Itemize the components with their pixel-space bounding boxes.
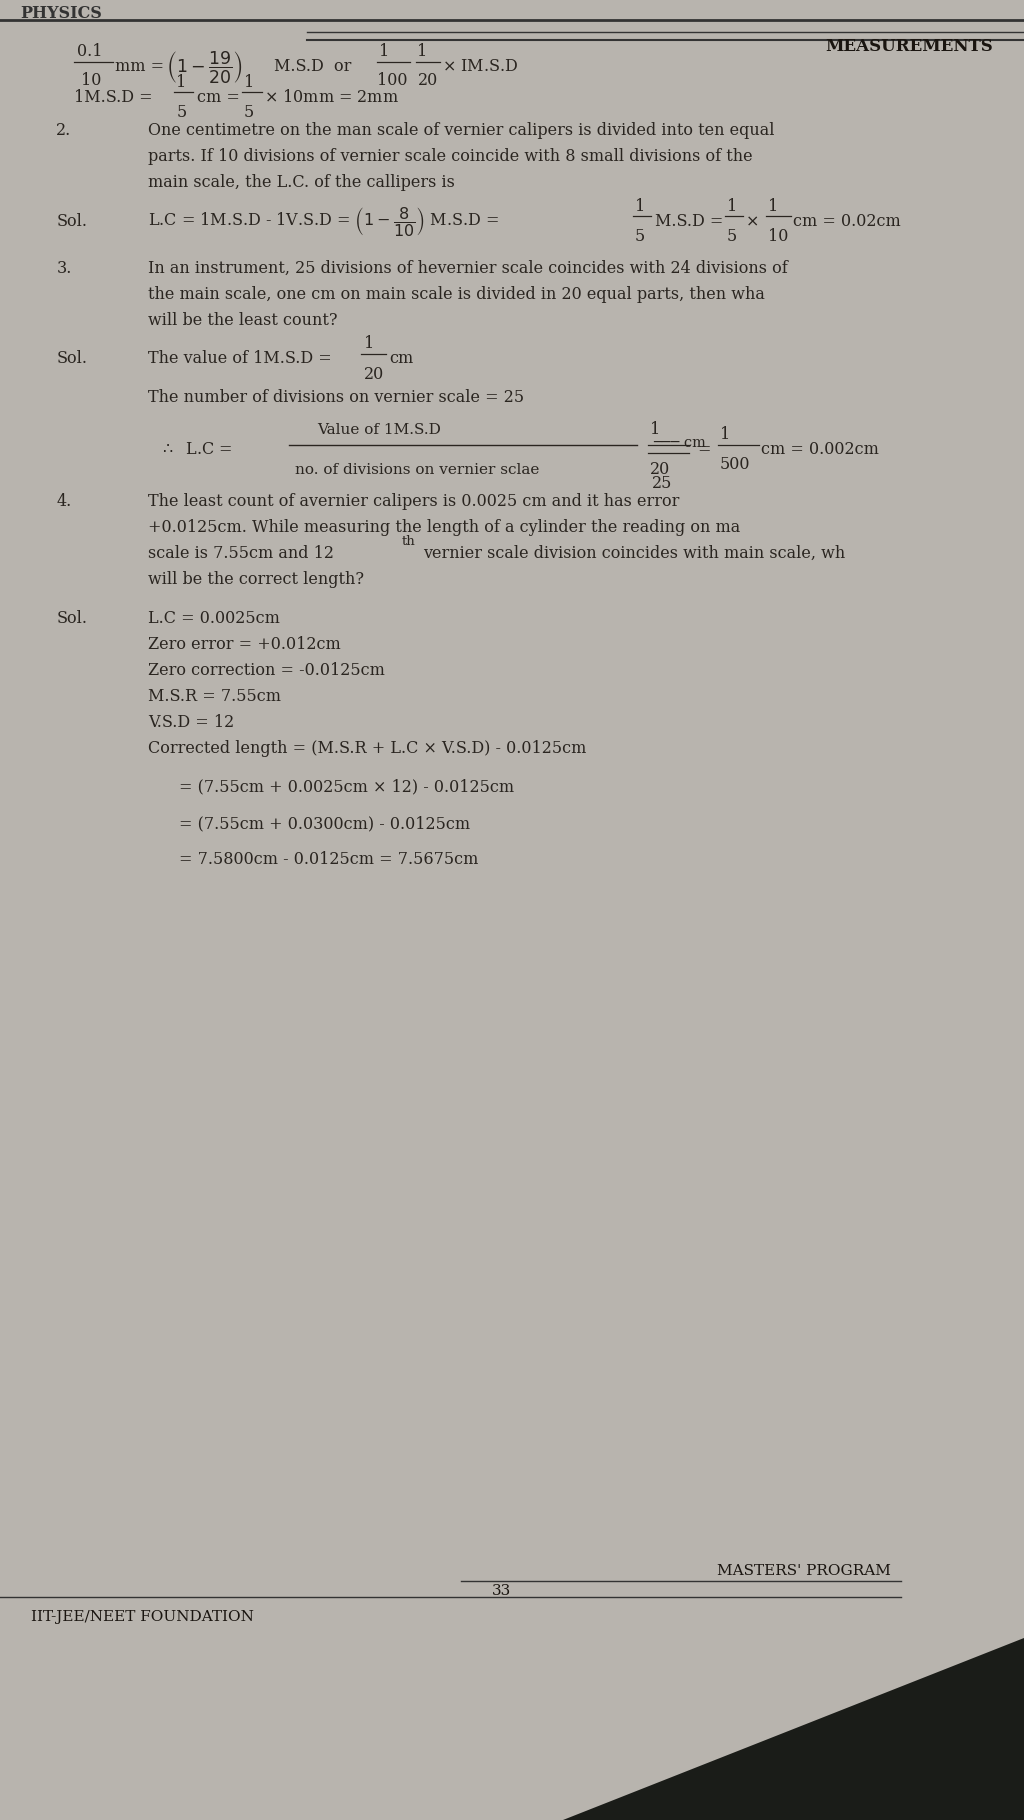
Text: th: th	[401, 535, 415, 548]
Text: main scale, the L.C. of the callipers is: main scale, the L.C. of the callipers is	[148, 175, 456, 191]
Text: the main scale, one cm on main scale is divided in 20 equal parts, then wha: the main scale, one cm on main scale is …	[148, 286, 765, 302]
Text: Sol.: Sol.	[56, 213, 87, 229]
Text: 5: 5	[635, 228, 645, 246]
Text: In an instrument, 25 divisions of hevernier scale coincides with 24 divisions of: In an instrument, 25 divisions of hevern…	[148, 260, 788, 277]
Text: M.S.D =: M.S.D =	[655, 213, 724, 229]
Text: 100: 100	[377, 71, 408, 89]
Text: V.S.D = 12: V.S.D = 12	[148, 713, 234, 732]
Text: =: =	[697, 440, 711, 459]
Text: +0.0125cm. While measuring the length of a cylinder the reading on ma: +0.0125cm. While measuring the length of…	[148, 519, 740, 537]
Text: $\times$ 10mm = 2mm: $\times$ 10mm = 2mm	[264, 89, 399, 106]
Text: = (7.55cm + 0.0300cm) - 0.0125cm: = (7.55cm + 0.0300cm) - 0.0125cm	[179, 815, 470, 832]
Text: 20: 20	[418, 71, 438, 89]
Text: 5: 5	[176, 104, 186, 120]
Text: 0.1: 0.1	[77, 44, 102, 60]
Text: One centimetre on the man scale of vernier calipers is divided into ten equal: One centimetre on the man scale of verni…	[148, 122, 775, 138]
Text: will be the correct length?: will be the correct length?	[148, 571, 365, 588]
Text: cm = 0.002cm: cm = 0.002cm	[761, 440, 879, 459]
Text: M.S.R = 7.55cm: M.S.R = 7.55cm	[148, 688, 282, 704]
Text: cm: cm	[389, 351, 414, 368]
Text: ─── cm: ─── cm	[653, 437, 707, 450]
Text: 2.: 2.	[56, 122, 72, 138]
Text: The number of divisions on vernier scale = 25: The number of divisions on vernier scale…	[148, 389, 524, 406]
Text: 1: 1	[635, 198, 645, 215]
Text: 500: 500	[720, 457, 751, 473]
Text: 1M.S.D =: 1M.S.D =	[74, 89, 153, 106]
Text: = (7.55cm + 0.0025cm × 12) - 0.0125cm: = (7.55cm + 0.0025cm × 12) - 0.0125cm	[179, 779, 514, 795]
Text: PHYSICS: PHYSICS	[20, 5, 102, 22]
Text: 25: 25	[652, 475, 673, 491]
Text: cm = 0.02cm: cm = 0.02cm	[793, 213, 900, 229]
Text: 1: 1	[379, 44, 389, 60]
Text: no. of divisions on vernier sclae: no. of divisions on vernier sclae	[295, 462, 540, 477]
Text: 1: 1	[176, 73, 186, 91]
Text: 4.: 4.	[56, 493, 72, 510]
Text: 20: 20	[650, 462, 671, 479]
Text: 1: 1	[727, 198, 737, 215]
Text: = 7.5800cm - 0.0125cm = 7.5675cm: = 7.5800cm - 0.0125cm = 7.5675cm	[179, 852, 478, 868]
Text: L.C = 1M.S.D - 1V.S.D = $\left(1-\dfrac{8}{10}\right)$ M.S.D =: L.C = 1M.S.D - 1V.S.D = $\left(1-\dfrac{…	[148, 206, 500, 238]
Text: IIT-JEE/NEET FOUNDATION: IIT-JEE/NEET FOUNDATION	[31, 1611, 254, 1625]
Text: Sol.: Sol.	[56, 610, 87, 628]
Text: Zero correction = -0.0125cm: Zero correction = -0.0125cm	[148, 662, 385, 679]
Text: 1: 1	[417, 44, 427, 60]
Text: 5: 5	[244, 104, 254, 120]
Text: 10: 10	[81, 71, 101, 89]
Text: L.C = 0.0025cm: L.C = 0.0025cm	[148, 610, 281, 628]
Text: parts. If 10 divisions of vernier scale coincide with 8 small divisions of the: parts. If 10 divisions of vernier scale …	[148, 147, 753, 166]
Text: 1: 1	[244, 73, 254, 91]
Text: The value of 1M.S.D =: The value of 1M.S.D =	[148, 351, 332, 368]
Text: Sol.: Sol.	[56, 351, 87, 368]
Text: 10: 10	[768, 228, 788, 246]
Text: Zero error = +0.012cm: Zero error = +0.012cm	[148, 635, 341, 653]
Text: Value of 1M.S.D: Value of 1M.S.D	[317, 422, 441, 437]
Text: scale is 7.55cm and 12: scale is 7.55cm and 12	[148, 546, 335, 562]
Text: Corrected length = (M.S.R + L.C × V.S.D) - 0.0125cm: Corrected length = (M.S.R + L.C × V.S.D)…	[148, 739, 587, 757]
Text: The least count of avernier calipers is 0.0025 cm and it has error: The least count of avernier calipers is …	[148, 493, 680, 510]
Text: $\times$ IM.S.D: $\times$ IM.S.D	[442, 58, 518, 75]
Text: cm =: cm =	[197, 89, 240, 106]
Text: $\left(1-\dfrac{19}{20}\right)$: $\left(1-\dfrac{19}{20}\right)$	[166, 49, 243, 86]
Text: 5: 5	[727, 228, 737, 246]
Text: MEASUREMENTS: MEASUREMENTS	[825, 38, 993, 55]
Text: 1: 1	[364, 335, 374, 353]
Text: 1: 1	[720, 426, 730, 444]
Polygon shape	[563, 1638, 1024, 1820]
Text: MASTERS' PROGRAM: MASTERS' PROGRAM	[717, 1563, 891, 1578]
Text: 33: 33	[493, 1583, 511, 1598]
Text: 3.: 3.	[56, 260, 72, 277]
Text: 1: 1	[768, 198, 778, 215]
Text: vernier scale division coincides with main scale, wh: vernier scale division coincides with ma…	[423, 546, 845, 562]
Text: will be the least count?: will be the least count?	[148, 311, 338, 329]
Text: 1: 1	[650, 420, 660, 439]
Text: $\times$: $\times$	[745, 213, 759, 229]
Text: mm =: mm =	[115, 58, 164, 75]
Text: $\therefore$  L.C =: $\therefore$ L.C =	[159, 440, 232, 459]
Text: 20: 20	[364, 366, 384, 382]
Text: M.S.D  or: M.S.D or	[274, 58, 352, 75]
